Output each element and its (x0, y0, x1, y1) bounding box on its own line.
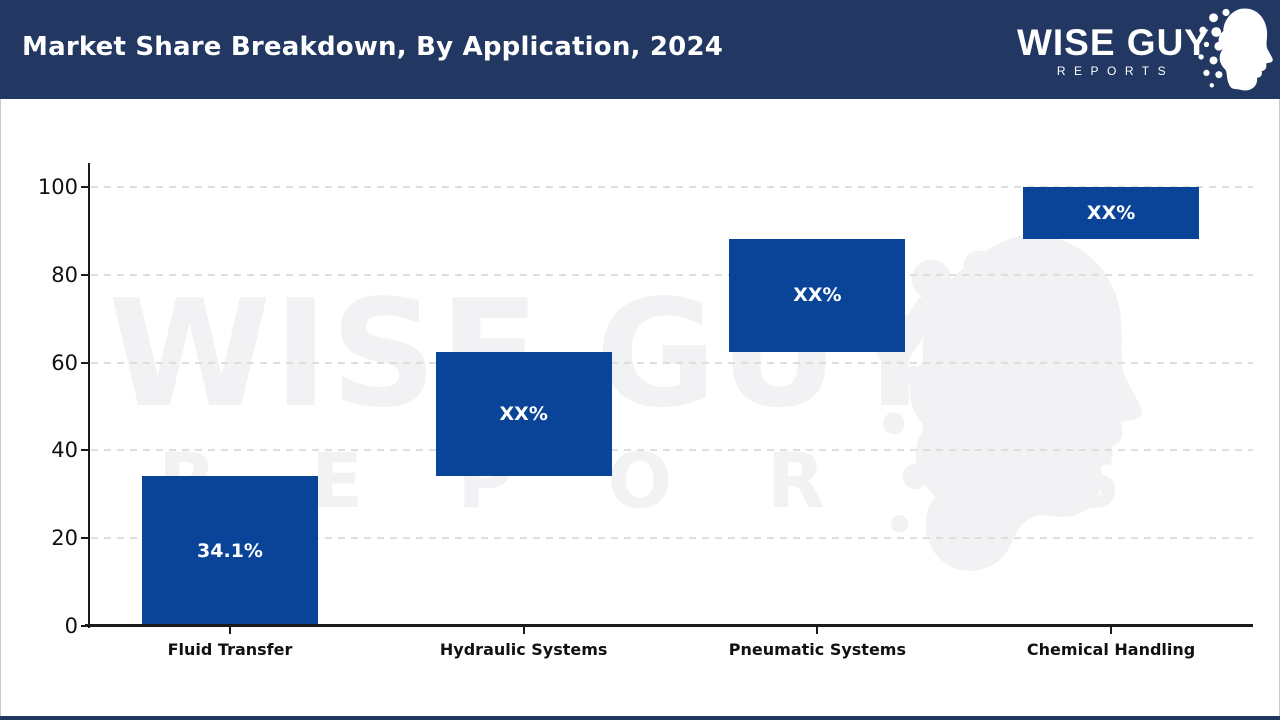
logo-wordmark: WISE GUY (1016, 22, 1210, 63)
y-tick-label-20: 20 (51, 526, 78, 551)
bar-pneumatic-systems: XX% (729, 238, 906, 353)
bar-hydraulic-systems: XX% (435, 352, 612, 477)
gridline-60 (91, 361, 1253, 364)
x-tick-pneumatic-systems (816, 627, 819, 634)
y-tick-label-0: 0 (64, 614, 78, 638)
bar-chemical-handling: XX% (1023, 187, 1200, 239)
logo-subtitle: REPORTS (1056, 64, 1175, 78)
x-axis-label-hydraulic-systems: Hydraulic Systems (439, 640, 608, 659)
y-tick-60 (81, 361, 89, 364)
footer-accent-bar (0, 716, 1280, 720)
x-axis-label-pneumatic-systems: Pneumatic Systems (728, 640, 906, 659)
x-tick-chemical-handling (1110, 627, 1113, 634)
bar-value-label-fluid-transfer: 34.1% (197, 540, 263, 563)
logo-head-icon (1198, 8, 1273, 91)
y-tick-100 (81, 186, 89, 188)
x-tick-hydraulic-systems (522, 627, 525, 634)
gridline-40 (91, 449, 1253, 452)
y-tick-label-60: 60 (51, 350, 78, 375)
watermark-head-icon (882, 235, 1142, 571)
bar-fluid-transfer: 34.1% (142, 476, 318, 626)
bar-value-label-pneumatic-systems: XX% (793, 284, 842, 307)
y-axis-line (88, 163, 90, 628)
y-tick-label-100: 100 (37, 175, 78, 199)
x-axis-label-chemical-handling: Chemical Handling (1026, 640, 1196, 659)
x-tick-fluid-transfer (229, 627, 231, 634)
y-tick-20 (81, 537, 89, 540)
header: Market Share Breakdown, By Application, … (0, 0, 1280, 99)
x-axis-label-fluid-transfer: Fluid Transfer (167, 640, 293, 659)
wise-guy-reports-logo: WISE GUY REPORTS (1017, 6, 1274, 94)
bar-value-label-chemical-handling: XX% (1086, 201, 1136, 224)
gridline-100 (91, 186, 1253, 188)
gridline-20 (91, 537, 1253, 540)
y-tick-80 (81, 273, 89, 276)
x-axis-line (85, 624, 1253, 627)
page-title: Market Share Breakdown, By Application, … (22, 31, 724, 62)
y-tick-label-40: 40 (51, 438, 78, 463)
y-tick-label-80: 80 (51, 262, 78, 287)
y-tick-40 (81, 449, 89, 452)
gridline-80 (91, 273, 1253, 276)
bar-value-label-hydraulic-systems: XX% (499, 403, 548, 426)
